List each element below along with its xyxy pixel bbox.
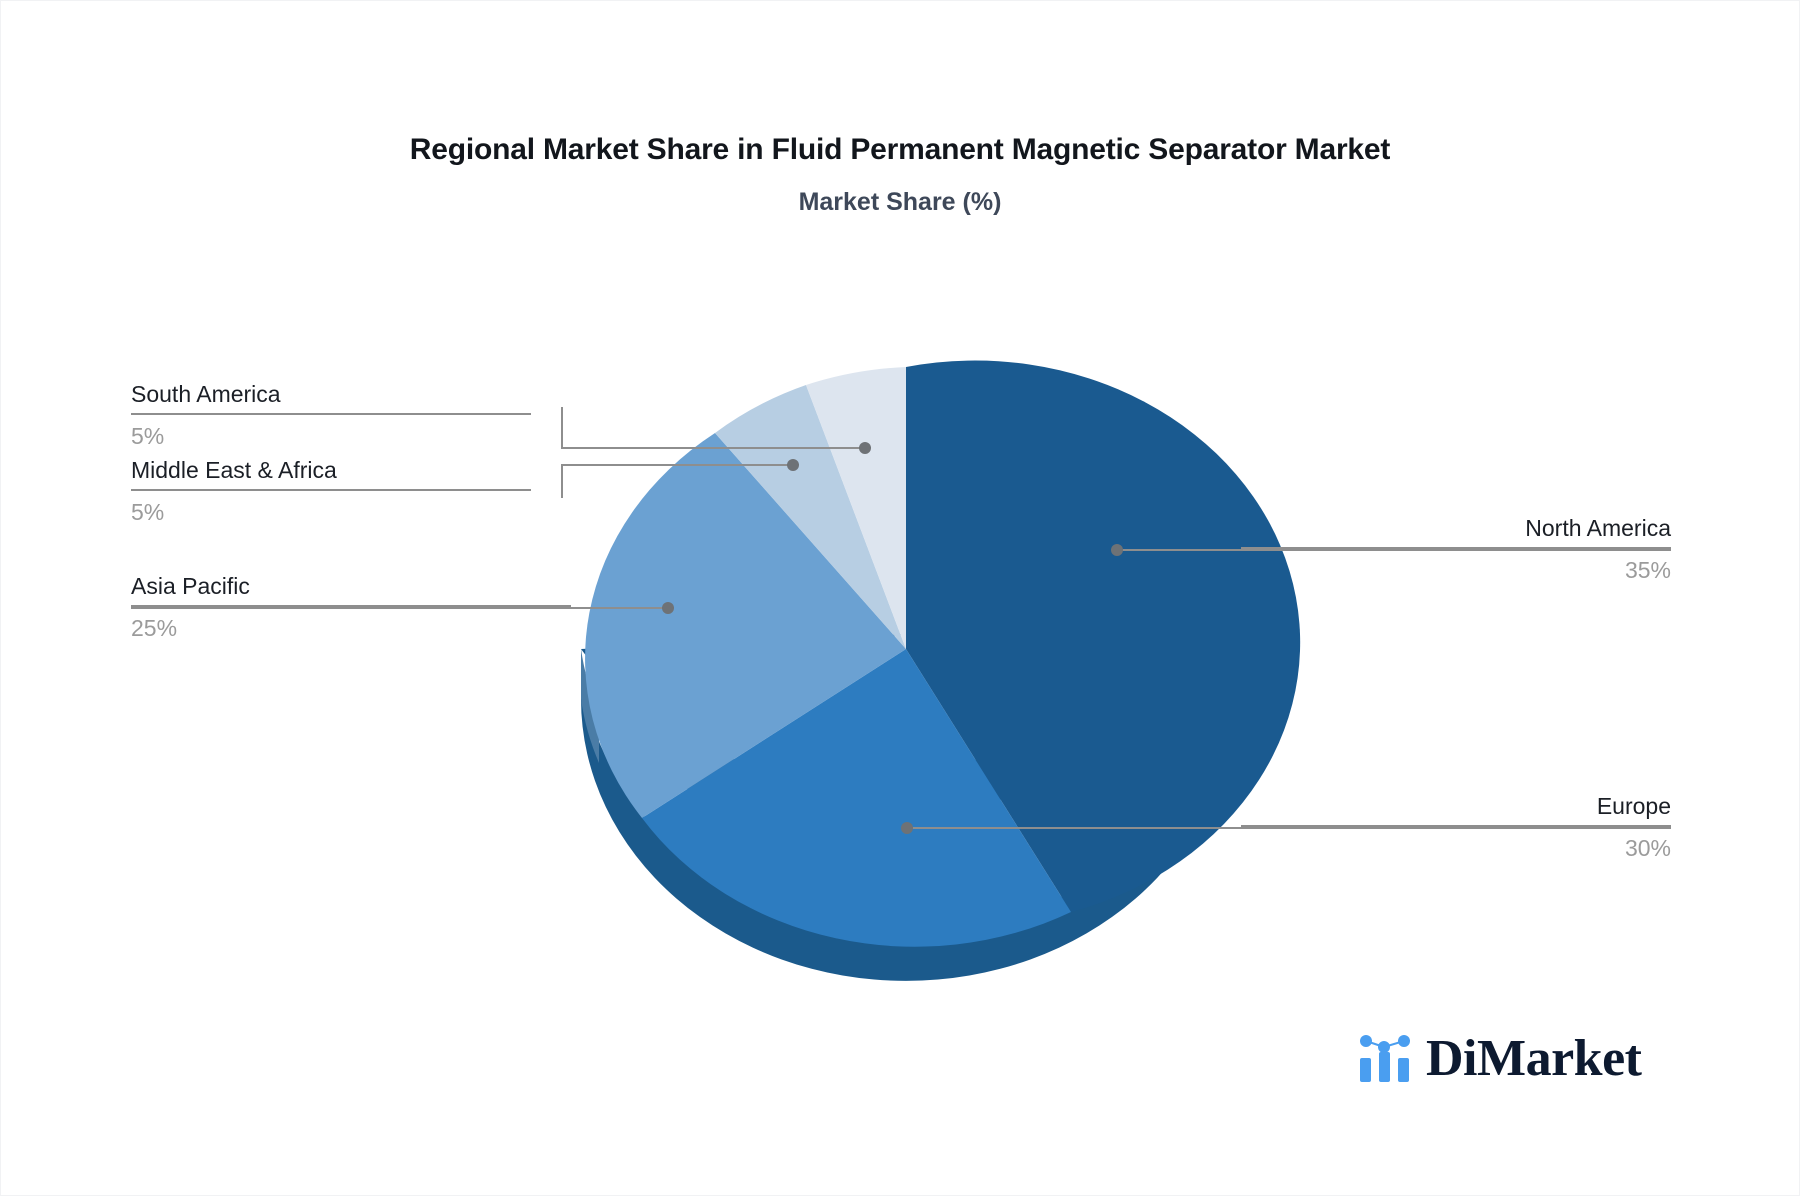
leader-dot-asia-pacific (662, 602, 674, 614)
callout-value-middle-east-africa: 5% (131, 499, 165, 525)
pie-slices (585, 360, 1301, 947)
callout-rule-middle-east-africa (131, 489, 531, 491)
leader-dot-north-america (1111, 544, 1123, 556)
callout-europe[interactable]: Europe 30% (1241, 791, 1671, 865)
pie-slice-asia-pacific[interactable] (585, 433, 906, 818)
callout-value-asia-pacific: 25% (131, 615, 178, 641)
callout-label-asia-pacific: Asia Pacific (131, 573, 250, 599)
callout-south-america[interactable]: South America 5% (131, 379, 531, 453)
callout-rule-asia-pacific (131, 605, 571, 607)
callout-label-middle-east-africa: Middle East & Africa (131, 457, 337, 483)
pie-slice-europe[interactable] (642, 649, 1071, 947)
pie-slice-north-america[interactable] (906, 360, 1301, 912)
callout-label-europe: Europe (1596, 793, 1671, 819)
chart-subtitle: Market Share (%) (798, 188, 1002, 216)
leader-dot-south-america (859, 442, 871, 454)
leader-lines (131, 407, 1671, 834)
brand-logo[interactable]: DiMarket (1358, 1030, 1642, 1087)
pie-slice-south-america[interactable] (806, 367, 906, 649)
leader-dot-europe (901, 822, 913, 834)
bar-chart-trend-icon (1360, 1035, 1410, 1082)
pie-slice-middle-east-africa[interactable] (715, 385, 906, 649)
callout-value-north-america: 35% (1624, 557, 1671, 583)
callout-label-south-america: South America (131, 381, 281, 407)
callout-value-south-america: 5% (131, 423, 165, 449)
leader-line-south-america (561, 438, 863, 449)
leader-dot-middle-east-africa (787, 459, 799, 471)
callout-value-europe: 30% (1624, 835, 1671, 861)
callout-north-america[interactable]: North America 35% (1241, 513, 1671, 587)
callout-label-north-america: North America (1525, 515, 1671, 541)
brand-name: DiMarket (1426, 1030, 1642, 1087)
callout-asia-pacific[interactable]: Asia Pacific 25% (131, 571, 571, 645)
callout-rule-north-america (1241, 547, 1671, 549)
leader-line-middle-east-africa (561, 464, 791, 489)
callout-rule-south-america (131, 413, 531, 415)
callout-rule-europe (1241, 825, 1671, 827)
callout-middle-east-africa[interactable]: Middle East & Africa 5% (131, 455, 531, 529)
page-title: Regional Market Share in Fluid Permanent… (409, 133, 1391, 166)
